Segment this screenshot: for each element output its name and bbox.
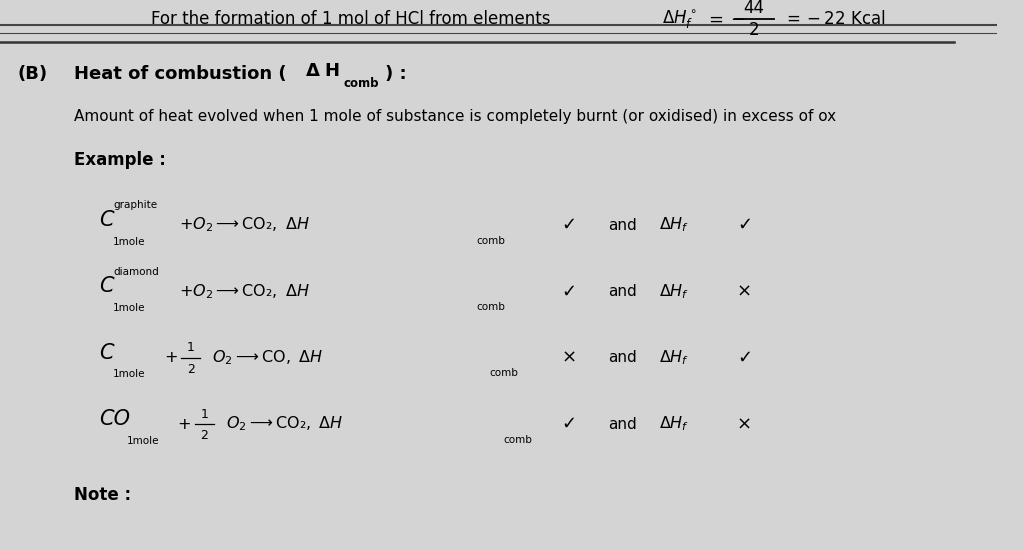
Text: $+ O_2 \longrightarrow $CO₂$,\ \Delta H$: $+ O_2 \longrightarrow $CO₂$,\ \Delta H$ — [179, 216, 310, 234]
Text: $= -$: $= -$ — [705, 10, 745, 28]
Text: graphite: graphite — [113, 200, 157, 210]
Text: ×: × — [737, 282, 752, 300]
Text: diamond: diamond — [113, 267, 159, 277]
Text: and: and — [608, 350, 637, 365]
Text: Note :: Note : — [74, 486, 131, 505]
Text: $\Delta H_f$: $\Delta H_f$ — [659, 349, 689, 367]
Text: ×: × — [737, 415, 752, 433]
Text: ) :: ) : — [385, 65, 407, 83]
Text: Example :: Example : — [74, 150, 166, 169]
Text: ✓: ✓ — [562, 216, 577, 234]
Text: 1mole: 1mole — [113, 303, 145, 313]
Text: Heat of combustion (: Heat of combustion ( — [74, 65, 287, 83]
Text: comb: comb — [476, 302, 505, 312]
Text: $O_2 \longrightarrow $CO₂$,\ \Delta H$: $O_2 \longrightarrow $CO₂$,\ \Delta H$ — [225, 414, 343, 434]
Text: $\Delta H_f$: $\Delta H_f$ — [659, 414, 689, 434]
Text: $\Delta H_f$: $\Delta H_f$ — [659, 282, 689, 301]
Text: $= -22$ Kcal: $= -22$ Kcal — [783, 10, 886, 28]
Text: 2: 2 — [749, 21, 760, 40]
Text: ✓: ✓ — [737, 216, 752, 234]
Text: ×: × — [562, 349, 577, 367]
Text: $+ O_2 \longrightarrow $CO₂$,\ \Delta H$: $+ O_2 \longrightarrow $CO₂$,\ \Delta H$ — [179, 282, 310, 301]
Text: ✓: ✓ — [562, 282, 577, 300]
Text: comb: comb — [503, 435, 532, 445]
Text: 2: 2 — [186, 363, 195, 376]
Text: $\Delta H_f$: $\Delta H_f$ — [659, 216, 689, 234]
Text: $\Delta H_f^\circ$: $\Delta H_f^\circ$ — [662, 8, 696, 30]
Text: For the formation of 1 mol of HCl from elements: For the formation of 1 mol of HCl from e… — [151, 10, 556, 28]
Text: $O_2 \longrightarrow $CO$,\ \Delta H$: $O_2 \longrightarrow $CO$,\ \Delta H$ — [212, 349, 324, 367]
Text: 1mole: 1mole — [113, 237, 145, 247]
Text: C: C — [99, 343, 114, 363]
Text: ✓: ✓ — [562, 415, 577, 433]
Text: $+\ $: $+\ $ — [177, 417, 190, 432]
Text: 1: 1 — [186, 341, 195, 355]
Text: 1: 1 — [201, 408, 208, 421]
Text: 1mole: 1mole — [113, 369, 145, 379]
Text: (B): (B) — [17, 65, 48, 83]
Text: and: and — [608, 417, 637, 432]
Text: C: C — [99, 277, 114, 296]
Text: C: C — [99, 210, 114, 230]
Text: ✓: ✓ — [737, 349, 752, 367]
Text: Amount of heat evolved when 1 mole of substance is completely burnt (or oxidised: Amount of heat evolved when 1 mole of su… — [74, 109, 836, 124]
Text: comb: comb — [489, 368, 518, 378]
Text: 1mole: 1mole — [127, 436, 159, 446]
Text: 44: 44 — [743, 0, 765, 17]
Text: comb: comb — [476, 236, 505, 245]
Text: 2: 2 — [201, 429, 208, 442]
Text: and: and — [608, 217, 637, 233]
Text: CO: CO — [99, 409, 130, 429]
Text: $+\ $: $+\ $ — [164, 350, 177, 365]
Text: comb: comb — [343, 77, 379, 90]
Text: $\mathbf{\Delta}\ \mathbf{H}$: $\mathbf{\Delta}\ \mathbf{H}$ — [304, 62, 340, 80]
Text: and: and — [608, 284, 637, 299]
